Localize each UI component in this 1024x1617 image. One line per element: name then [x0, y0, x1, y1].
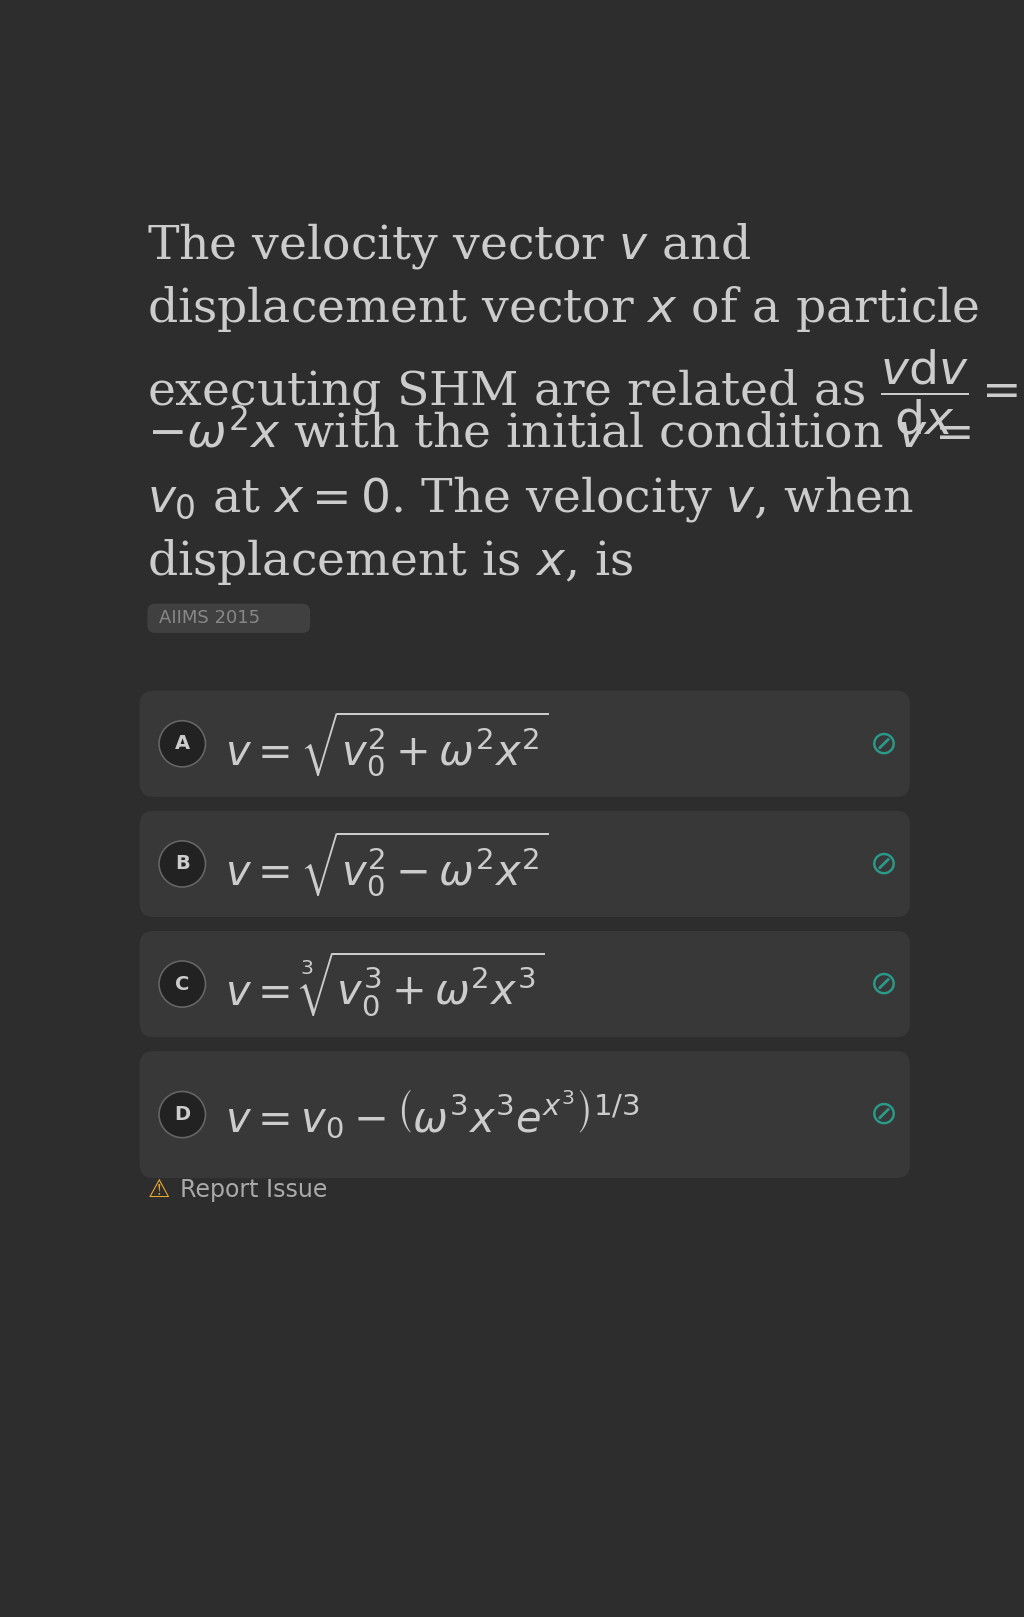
- Text: displacement is $x$, is: displacement is $x$, is: [147, 537, 634, 587]
- FancyBboxPatch shape: [139, 690, 910, 797]
- Text: $\oslash$: $\oslash$: [869, 967, 896, 1001]
- Text: $\oslash$: $\oslash$: [869, 1098, 896, 1130]
- Text: A: A: [175, 734, 189, 754]
- FancyBboxPatch shape: [139, 810, 910, 917]
- Text: The velocity vector $v$ and: The velocity vector $v$ and: [147, 222, 752, 272]
- FancyBboxPatch shape: [139, 1051, 910, 1179]
- Text: Report Issue: Report Issue: [180, 1177, 328, 1201]
- Text: executing SHM are related as $\dfrac{v\mathrm{d}v}{\mathrm{d}x} =$: executing SHM are related as $\dfrac{v\m…: [147, 348, 1019, 437]
- Text: $v = \sqrt{v_0^2 + \omega^2 x^2}$: $v = \sqrt{v_0^2 + \omega^2 x^2}$: [225, 710, 549, 778]
- Text: $v = v_0 - \left(\omega^3 x^3 e^{x^3}\right)^{1/3}$: $v = v_0 - \left(\omega^3 x^3 e^{x^3}\ri…: [225, 1088, 640, 1142]
- Text: AIIMS 2015: AIIMS 2015: [159, 610, 260, 627]
- Text: D: D: [174, 1104, 190, 1124]
- Text: $\oslash$: $\oslash$: [869, 847, 896, 880]
- Text: $v_0$ at $x = 0$. The velocity $v$, when: $v_0$ at $x = 0$. The velocity $v$, when: [147, 474, 914, 524]
- Text: $\oslash$: $\oslash$: [869, 728, 896, 760]
- Text: $v = \sqrt{v_0^2 - \omega^2 x^2}$: $v = \sqrt{v_0^2 - \omega^2 x^2}$: [225, 830, 549, 899]
- Circle shape: [159, 721, 206, 766]
- FancyBboxPatch shape: [147, 603, 310, 632]
- Text: $-\omega^2 x$ with the initial condition $v =$: $-\omega^2 x$ with the initial condition…: [147, 411, 972, 458]
- Circle shape: [159, 841, 206, 888]
- Text: B: B: [175, 854, 189, 873]
- Circle shape: [159, 960, 206, 1007]
- Text: C: C: [175, 975, 189, 993]
- Text: displacement vector $x$ of a particle: displacement vector $x$ of a particle: [147, 285, 980, 335]
- Text: ⚠: ⚠: [147, 1177, 170, 1201]
- Text: $v = \sqrt[3]{v_0^3 + \omega^2 x^3}$: $v = \sqrt[3]{v_0^3 + \omega^2 x^3}$: [225, 949, 544, 1019]
- Circle shape: [159, 1091, 206, 1138]
- FancyBboxPatch shape: [139, 931, 910, 1036]
